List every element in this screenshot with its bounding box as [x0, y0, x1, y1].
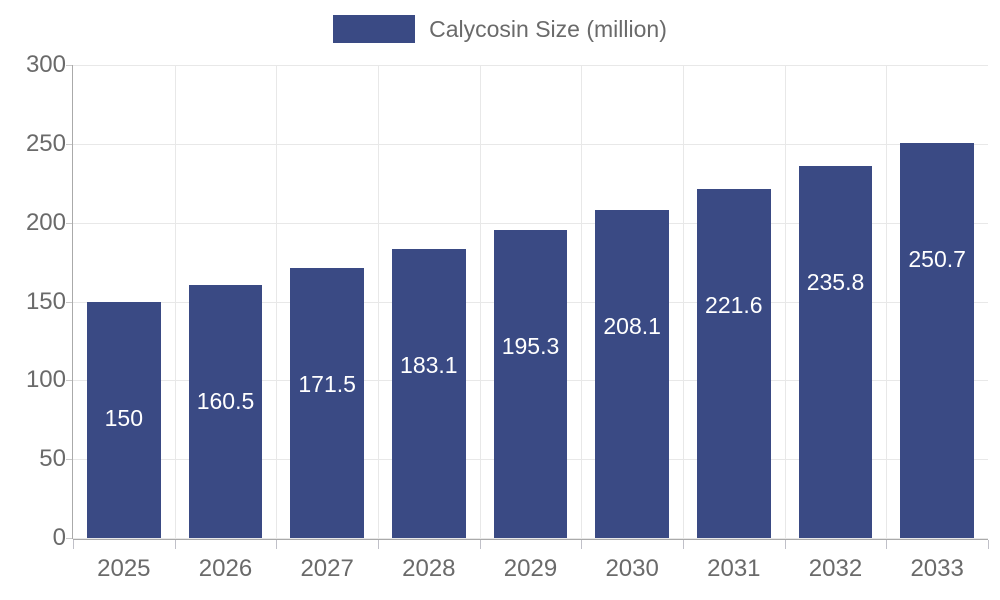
bar[interactable]: 221.6 [696, 188, 771, 538]
gridline-horizontal [73, 538, 988, 539]
gridline-vertical [886, 65, 888, 538]
x-axis-tick-mark [988, 540, 989, 549]
x-axis-tick-label: 2027 [300, 555, 354, 582]
y-axis-tick-mark [66, 65, 73, 66]
x-axis-tick-label: 2032 [808, 555, 863, 582]
bar[interactable]: 160.5 [188, 284, 263, 538]
x-axis-tick-mark [378, 540, 379, 549]
y-axis-tick-mark [66, 301, 73, 303]
bar-value-label: 208.1 [603, 312, 661, 339]
legend-item-calycosin-size[interactable]: Calycosin Size (million) [333, 15, 667, 43]
gridline-vertical [378, 65, 379, 538]
y-axis-tick-mark [66, 538, 73, 539]
bar-value-label: 195.3 [501, 333, 560, 360]
y-axis-tick-label: 250 [25, 129, 66, 157]
x-axis-tick-label: 2029 [503, 555, 558, 582]
y-axis-tick-label: 100 [25, 366, 66, 394]
x-axis-tick-label: 2028 [402, 555, 456, 582]
bar[interactable]: 250.7 [900, 142, 975, 538]
x-axis-tick-mark [479, 540, 481, 549]
gridline-vertical [479, 65, 481, 538]
x-axis-tick-label: 2031 [707, 555, 761, 582]
y-axis-tick-label: 0 [52, 524, 66, 551]
gridline-vertical [683, 65, 684, 538]
bar-value-label: 171.5 [298, 370, 356, 397]
gridline-vertical [174, 65, 176, 538]
bars-layer: 150 160.5 171.5 183.1 195.3 208.1 221.6 235.8 25… [73, 65, 988, 538]
chart-legend: Calycosin Size (million) [0, 8, 1000, 50]
bar[interactable]: 195.3 [493, 230, 568, 538]
bar[interactable]: 208.1 [595, 209, 670, 538]
legend-color-swatch-icon [333, 15, 416, 43]
x-axis-tick-mark [174, 540, 176, 549]
gridline-horizontal [73, 65, 988, 66]
bar-value-label: 150 [104, 404, 143, 431]
bar-value-label: 235.8 [806, 269, 865, 296]
gridline-vertical [276, 65, 278, 538]
y-axis-tick-label: 300 [25, 51, 66, 78]
bar-value-label: 221.6 [705, 291, 763, 318]
x-axis-tick-mark [683, 540, 684, 549]
x-axis-tick-label: 2033 [910, 555, 964, 582]
legend-item-label: Calycosin Size (million) [429, 15, 667, 42]
y-axis-tick-mark [66, 143, 73, 145]
bar[interactable]: 183.1 [391, 249, 466, 538]
bar-value-label: 250.7 [908, 245, 966, 272]
bar[interactable]: 171.5 [290, 267, 365, 538]
gridline-horizontal [73, 222, 988, 224]
y-axis-tick-label: 200 [25, 208, 66, 236]
x-axis-spine [73, 538, 988, 540]
bar[interactable]: 150 [86, 301, 161, 538]
bar[interactable]: 235.8 [798, 166, 873, 538]
gridline-vertical [784, 65, 786, 538]
x-axis-tick-label: 2026 [198, 555, 253, 582]
y-axis-tick-mark [66, 459, 73, 461]
y-axis-tick-label: 150 [25, 287, 66, 315]
y-axis-tick-mark [66, 222, 73, 224]
x-axis-tick-mark [886, 540, 888, 549]
x-axis-tick-mark [784, 540, 786, 549]
y-axis: 0 50 100 150 200 250 300 [0, 0, 73, 600]
bar-value-label: 183.1 [400, 352, 458, 379]
x-axis-tick-mark [581, 540, 583, 549]
plot-area: 150 160.5 171.5 183.1 195.3 208.1 221.6 235.8 25… [73, 65, 988, 539]
x-axis-tick-mark [276, 540, 278, 549]
gridline-horizontal [73, 143, 988, 145]
x-axis-tick-mark [73, 540, 74, 549]
gridline-vertical [581, 65, 583, 538]
bar-value-label: 160.5 [196, 387, 255, 414]
y-axis-tick-mark [66, 380, 73, 382]
x-axis-tick-label: 2030 [605, 555, 659, 582]
y-axis-tick-label: 50 [39, 445, 66, 473]
x-axis-tick-label: 2025 [97, 555, 151, 582]
